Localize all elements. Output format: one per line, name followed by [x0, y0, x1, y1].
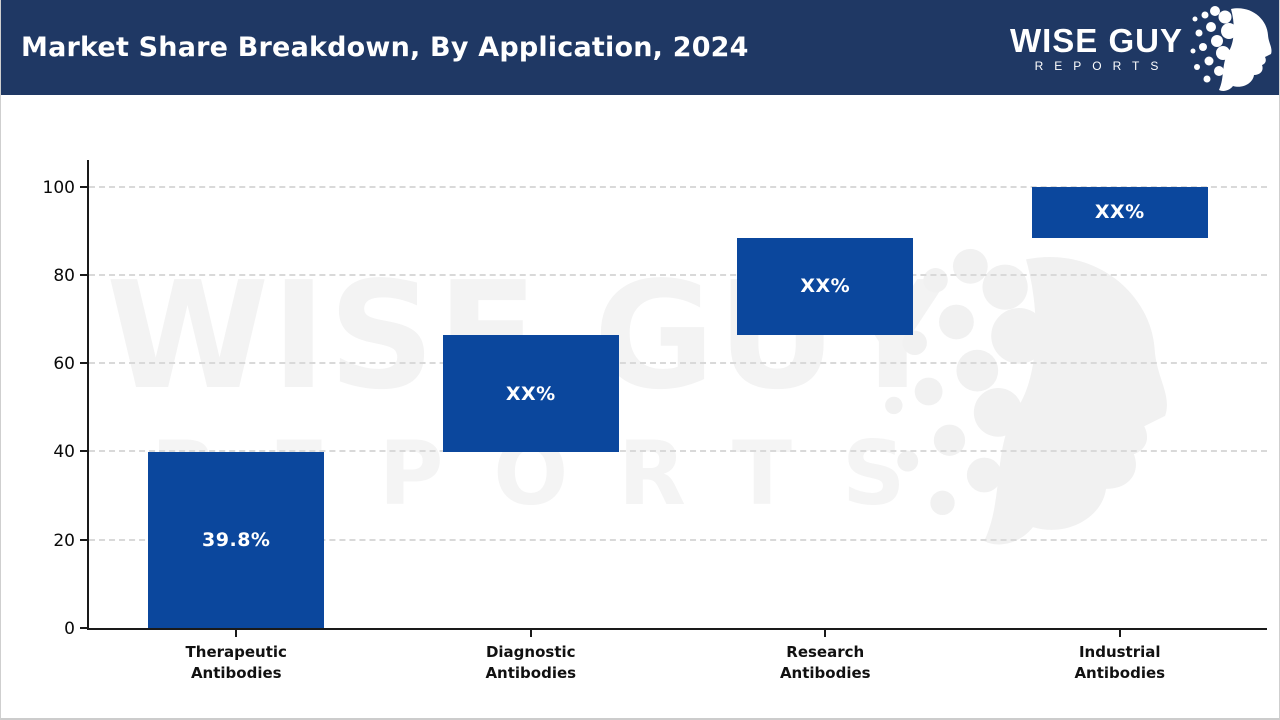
- bar: XX%: [1031, 186, 1208, 238]
- face-logo-icon: [1190, 5, 1272, 91]
- y-axis-line: [87, 160, 89, 630]
- y-tick-label: 100: [42, 177, 75, 198]
- y-tick-label: 40: [53, 442, 75, 463]
- gridline: [89, 185, 1267, 188]
- y-tick-label: 60: [53, 354, 75, 375]
- gridline: [89, 538, 1267, 541]
- x-axis-line: [87, 628, 1267, 630]
- y-axis-tick: [80, 362, 87, 365]
- gridline: [89, 273, 1267, 276]
- page-title: Market Share Breakdown, By Application, …: [21, 32, 749, 63]
- x-category-label: Diagnostic Antibodies: [485, 643, 577, 682]
- y-tick-label: 80: [53, 265, 75, 286]
- bar-value-label: 39.8%: [202, 529, 271, 552]
- brand-name: WISE GUY: [1009, 21, 1183, 59]
- x-category-label: Industrial Antibodies: [1074, 643, 1166, 682]
- y-axis-tick: [80, 538, 87, 541]
- gridline: [89, 362, 1267, 365]
- y-axis-tick: [80, 185, 87, 188]
- brand-subtitle: REPORTS: [1034, 58, 1170, 73]
- x-axis-tick: [529, 630, 532, 637]
- y-axis-tick: [80, 627, 87, 629]
- x-axis-tick: [235, 630, 238, 637]
- bar-value-label: XX%: [800, 275, 851, 298]
- bar-value-label: XX%: [1094, 201, 1145, 224]
- gridline: [89, 450, 1267, 453]
- brand-logo-text: WISE GUY REPORTS: [1010, 24, 1183, 72]
- bar: 39.8%: [148, 452, 325, 628]
- x-axis-tick: [1118, 630, 1121, 637]
- y-tick-label: 20: [53, 530, 75, 551]
- bar: XX%: [737, 237, 914, 335]
- x-category-label: Therapeutic Antibodies: [185, 643, 287, 682]
- plot-area: 0 20 40 60 80 100 39.8% Therapeutic Antibodies XX…: [43, 160, 1267, 682]
- x-axis-tick: [824, 630, 827, 637]
- x-category-label: Research Antibodies: [779, 643, 871, 682]
- bar-value-label: XX%: [505, 382, 556, 405]
- y-axis-tick: [80, 450, 87, 453]
- brand-logo: WISE GUY REPORTS: [1010, 3, 1277, 93]
- header-band: Market Share Breakdown, By Application, …: [1, 0, 1279, 95]
- y-tick-label: 0: [64, 619, 75, 639]
- y-axis-tick: [80, 273, 87, 276]
- bar: XX%: [442, 334, 619, 453]
